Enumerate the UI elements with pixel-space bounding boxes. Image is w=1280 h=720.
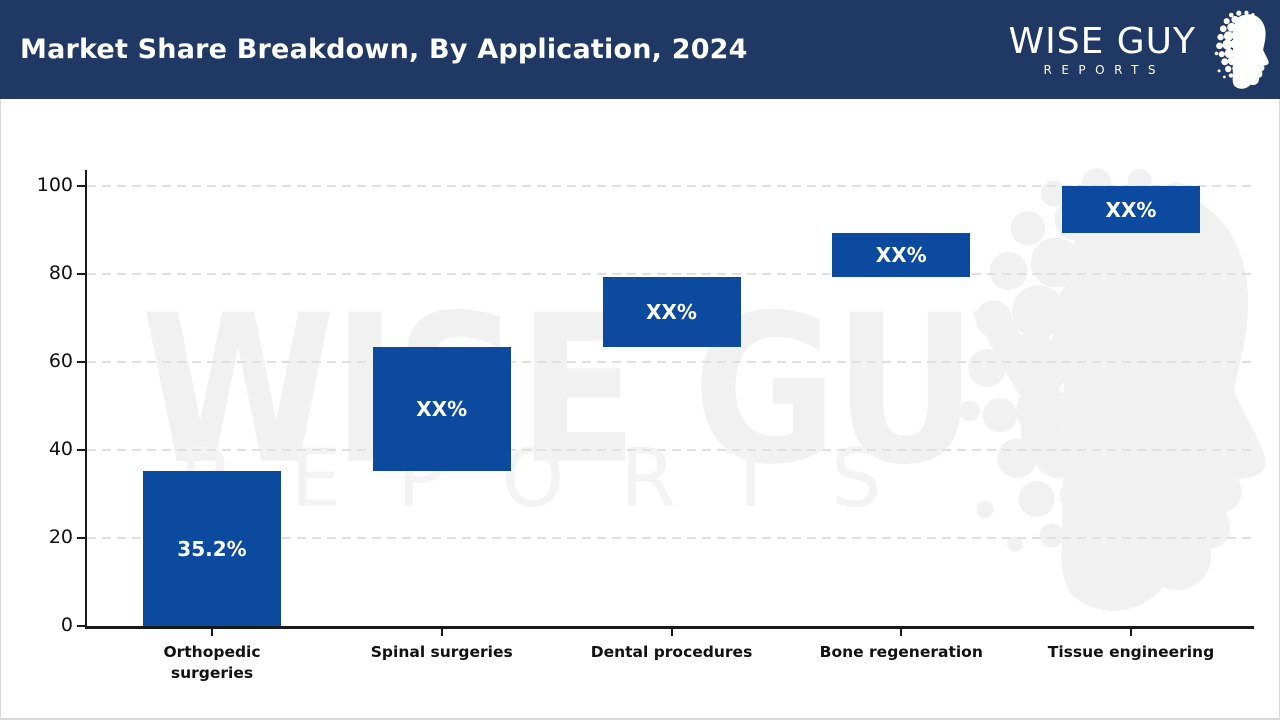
- x-category-label: Bone regeneration: [819, 643, 983, 661]
- y-tick-label: 100: [36, 174, 73, 196]
- x-tick-mark: [211, 628, 213, 636]
- bar-spinal-surgeries: XX%: [372, 346, 511, 472]
- x-tick-mark: [900, 628, 903, 636]
- y-tick-mark: [77, 625, 86, 627]
- y-tick-mark: [77, 361, 86, 363]
- bar-value-label: XX%: [646, 299, 697, 324]
- logo-subtext: REPORTS: [1043, 62, 1165, 77]
- bar-bone-regeneration: XX%: [832, 233, 971, 278]
- y-tick-label: 20: [48, 526, 73, 548]
- y-tick-label: 0: [60, 614, 73, 636]
- gridline: [87, 449, 1254, 451]
- x-category-label: Spinal surgeries: [370, 643, 513, 661]
- bar-orthopedic-surgeries: 35.2%: [143, 471, 281, 626]
- y-tick-label: 40: [48, 438, 73, 460]
- bar-value-label: XX%: [875, 243, 927, 268]
- x-category-label: Dental procedures: [590, 643, 753, 661]
- y-tick-label: 80: [48, 262, 73, 284]
- bar-dental-procedures: XX%: [602, 277, 741, 347]
- page-title: Market Share Breakdown, By Application, …: [20, 34, 748, 65]
- y-tick-mark: [77, 537, 86, 539]
- wise-guy-logo: WISE GUY REPORTS: [1009, 8, 1271, 92]
- gridline: [87, 361, 1254, 363]
- y-tick-mark: [77, 185, 86, 187]
- gridline: [87, 273, 1254, 275]
- y-tick-label: 60: [48, 350, 73, 372]
- logo-text: WISE GUY REPORTS: [1008, 20, 1197, 77]
- watermark-head-icon: [843, 154, 1273, 629]
- head-profile-icon: [1194, 8, 1270, 92]
- y-axis-line: [85, 170, 87, 628]
- x-category-label: Orthopedic surgeries: [163, 643, 261, 682]
- y-tick-mark: [77, 273, 86, 275]
- x-tick-mark: [670, 628, 673, 636]
- logo-wordmark: WISE GUY: [1008, 20, 1196, 62]
- x-tick-mark: [1130, 628, 1132, 636]
- y-tick-mark: [77, 449, 86, 451]
- bar-value-label: 35.2%: [177, 536, 247, 561]
- bar-value-label: XX%: [1105, 197, 1157, 222]
- gridline: [87, 537, 1254, 539]
- header: Market Share Breakdown, By Application, …: [0, 0, 1280, 99]
- x-axis-line: [85, 626, 1254, 629]
- x-tick-mark: [440, 628, 443, 636]
- bar-value-label: XX%: [416, 396, 468, 421]
- bar-tissue-engineering: XX%: [1062, 186, 1200, 234]
- x-category-label: Tissue engineering: [1047, 643, 1215, 661]
- gridline: [87, 185, 1254, 187]
- watermark-subtext: REPORTS: [179, 432, 938, 525]
- chart-canvas: WISE GUY REPORTS 0 20 40 60 80 100 35.2% Orthop…: [0, 99, 1280, 720]
